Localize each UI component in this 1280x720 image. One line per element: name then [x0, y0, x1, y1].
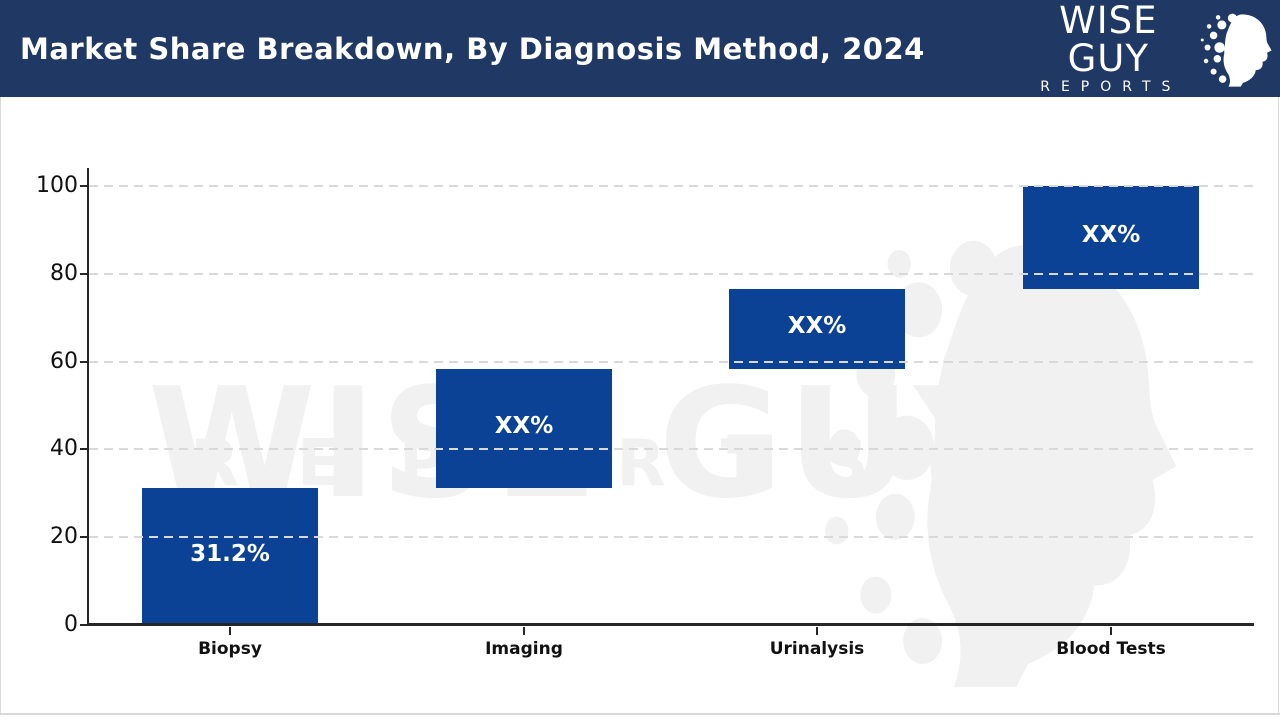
- logo-subtitle: REPORTS: [1040, 78, 1182, 95]
- grid-line: [89, 360, 1254, 363]
- chart-title: Market Share Breakdown, By Diagnosis Met…: [20, 31, 925, 66]
- y-axis-line: [87, 168, 89, 625]
- y-tick-label: 100: [36, 173, 78, 198]
- y-tick-label: 40: [50, 436, 78, 462]
- x-axis-line: [88, 623, 1254, 626]
- y-tick-mark: [80, 360, 88, 363]
- bar-value-label: 31.2%: [190, 540, 270, 567]
- x-tick-mark: [229, 627, 231, 635]
- x-tick-mark: [1110, 627, 1112, 635]
- right-border-line: [1278, 97, 1279, 715]
- x-category-label: Biopsy: [198, 639, 262, 659]
- grid-line: [89, 272, 1254, 275]
- y-tick-label: 60: [50, 348, 78, 374]
- y-tick-label: 0: [64, 612, 78, 637]
- logo-wordmark: WISE GUY: [1059, 0, 1158, 80]
- wise-guy-reports-logo: WISE GUY REPORTS: [1022, 1, 1272, 95]
- y-tick-mark: [80, 536, 88, 539]
- x-category-label: Blood Tests: [1056, 639, 1166, 659]
- bottom-border-line: [0, 713, 1280, 715]
- header-band: Market Share Breakdown, By Diagnosis Met…: [0, 0, 1280, 97]
- y-tick-mark: [80, 272, 88, 275]
- watermark-dotted-face: [809, 240, 1177, 687]
- bar: [436, 369, 612, 489]
- y-tick-mark: [80, 624, 88, 626]
- bar: [142, 488, 318, 625]
- logo-text: WISE GUY REPORTS: [1022, 0, 1195, 96]
- y-tick-label: 20: [50, 524, 78, 550]
- bar-value-label: XX%: [1081, 221, 1141, 248]
- dotted-face-icon: [1200, 13, 1272, 87]
- x-tick-mark: [523, 627, 525, 635]
- x-tick-mark: [816, 627, 818, 635]
- bar: [1023, 186, 1199, 290]
- bar: [729, 289, 905, 370]
- grid-line: [89, 536, 1254, 539]
- grid-line: [89, 185, 1254, 187]
- plot-area: WISE GUY REPORTS 31.2%XX%XX%XX%020406080…: [0, 97, 1280, 720]
- bar-value-label: XX%: [787, 313, 847, 340]
- x-category-label: Urinalysis: [769, 639, 865, 659]
- y-tick-mark: [80, 185, 88, 187]
- y-tick-label: 80: [50, 260, 78, 286]
- x-category-label: Imaging: [485, 639, 563, 659]
- left-border-line: [0, 97, 1, 715]
- bar-value-label: XX%: [494, 412, 554, 439]
- y-tick-mark: [80, 448, 88, 451]
- grid-line: [89, 448, 1254, 451]
